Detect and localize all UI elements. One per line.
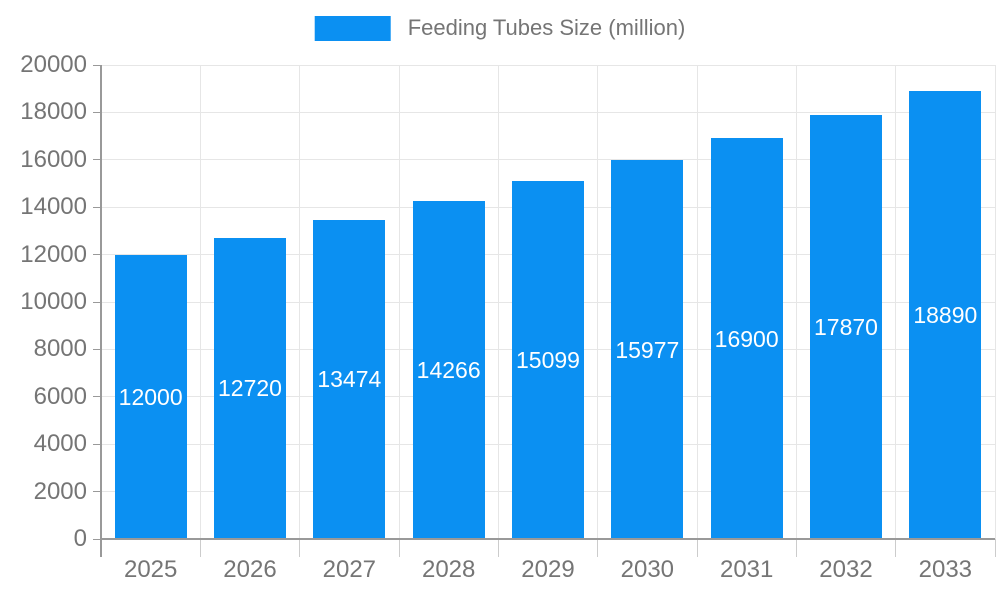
bar[interactable] <box>114 254 187 539</box>
y-tick <box>93 64 101 66</box>
x-gridline <box>597 65 599 539</box>
y-gridline <box>101 64 995 66</box>
x-axis-label: 2031 <box>719 556 774 583</box>
y-tick <box>93 491 101 493</box>
y-tick <box>93 538 101 540</box>
x-axis-label: 2025 <box>123 556 178 583</box>
y-gridline <box>101 111 995 113</box>
legend-swatch[interactable] <box>314 15 391 41</box>
x-axis-label: 2028 <box>421 556 476 583</box>
x-tick <box>299 539 301 557</box>
y-tick <box>93 159 101 161</box>
x-gridline <box>895 65 897 539</box>
x-axis-label: 2029 <box>521 556 575 583</box>
x-gridline <box>497 65 499 539</box>
y-axis-label: 12000 <box>20 240 87 268</box>
y-axis-label: 4000 <box>33 430 87 458</box>
y-tick <box>93 348 101 350</box>
x-gridline <box>398 65 400 539</box>
x-gridline <box>795 65 797 539</box>
y-tick <box>93 443 101 445</box>
bar[interactable] <box>512 181 584 539</box>
bar[interactable] <box>214 237 286 539</box>
y-axis-label: 18000 <box>20 98 87 126</box>
x-axis-label: 2032 <box>819 556 873 583</box>
legend-label[interactable]: Feeding Tubes Size (million) <box>407 15 686 40</box>
y-axis-label: 0 <box>73 525 87 552</box>
x-gridline <box>299 65 301 539</box>
y-axis-label: 14000 <box>20 193 87 221</box>
bar[interactable] <box>313 219 386 539</box>
y-axis-label: 2000 <box>33 477 87 505</box>
bar[interactable] <box>810 115 882 539</box>
x-gridline <box>199 65 201 539</box>
bar[interactable] <box>909 91 982 539</box>
x-axis-label: 2027 <box>322 556 377 583</box>
bar[interactable] <box>611 160 684 539</box>
x-tick <box>895 539 897 557</box>
x-axis-label: 2026 <box>223 556 277 583</box>
x-tick <box>795 539 797 557</box>
y-axis-line <box>100 65 102 557</box>
y-tick <box>93 111 101 113</box>
y-tick <box>93 301 101 303</box>
y-axis-label: 6000 <box>33 382 87 410</box>
x-gridline <box>696 65 698 539</box>
x-tick <box>199 539 201 557</box>
y-axis-label: 16000 <box>20 145 87 173</box>
x-tick <box>597 539 599 557</box>
x-axis-label: 2033 <box>918 556 973 583</box>
y-tick <box>93 206 101 208</box>
x-tick <box>696 539 698 557</box>
x-axis-label: 2030 <box>620 556 675 583</box>
x-tick <box>497 539 499 557</box>
x-tick <box>994 539 996 557</box>
y-axis-label: 8000 <box>33 335 87 363</box>
y-tick <box>93 396 101 398</box>
y-gridline <box>101 159 995 161</box>
x-axis-line <box>101 538 995 540</box>
bar[interactable] <box>710 138 783 539</box>
legend[interactable]: Feeding Tubes Size (million) <box>314 15 686 41</box>
y-axis-label: 20000 <box>20 51 87 78</box>
y-axis-label: 10000 <box>20 288 87 315</box>
x-tick <box>398 539 400 557</box>
x-gridline <box>994 65 996 539</box>
y-tick <box>93 254 101 256</box>
bar[interactable] <box>412 200 485 539</box>
